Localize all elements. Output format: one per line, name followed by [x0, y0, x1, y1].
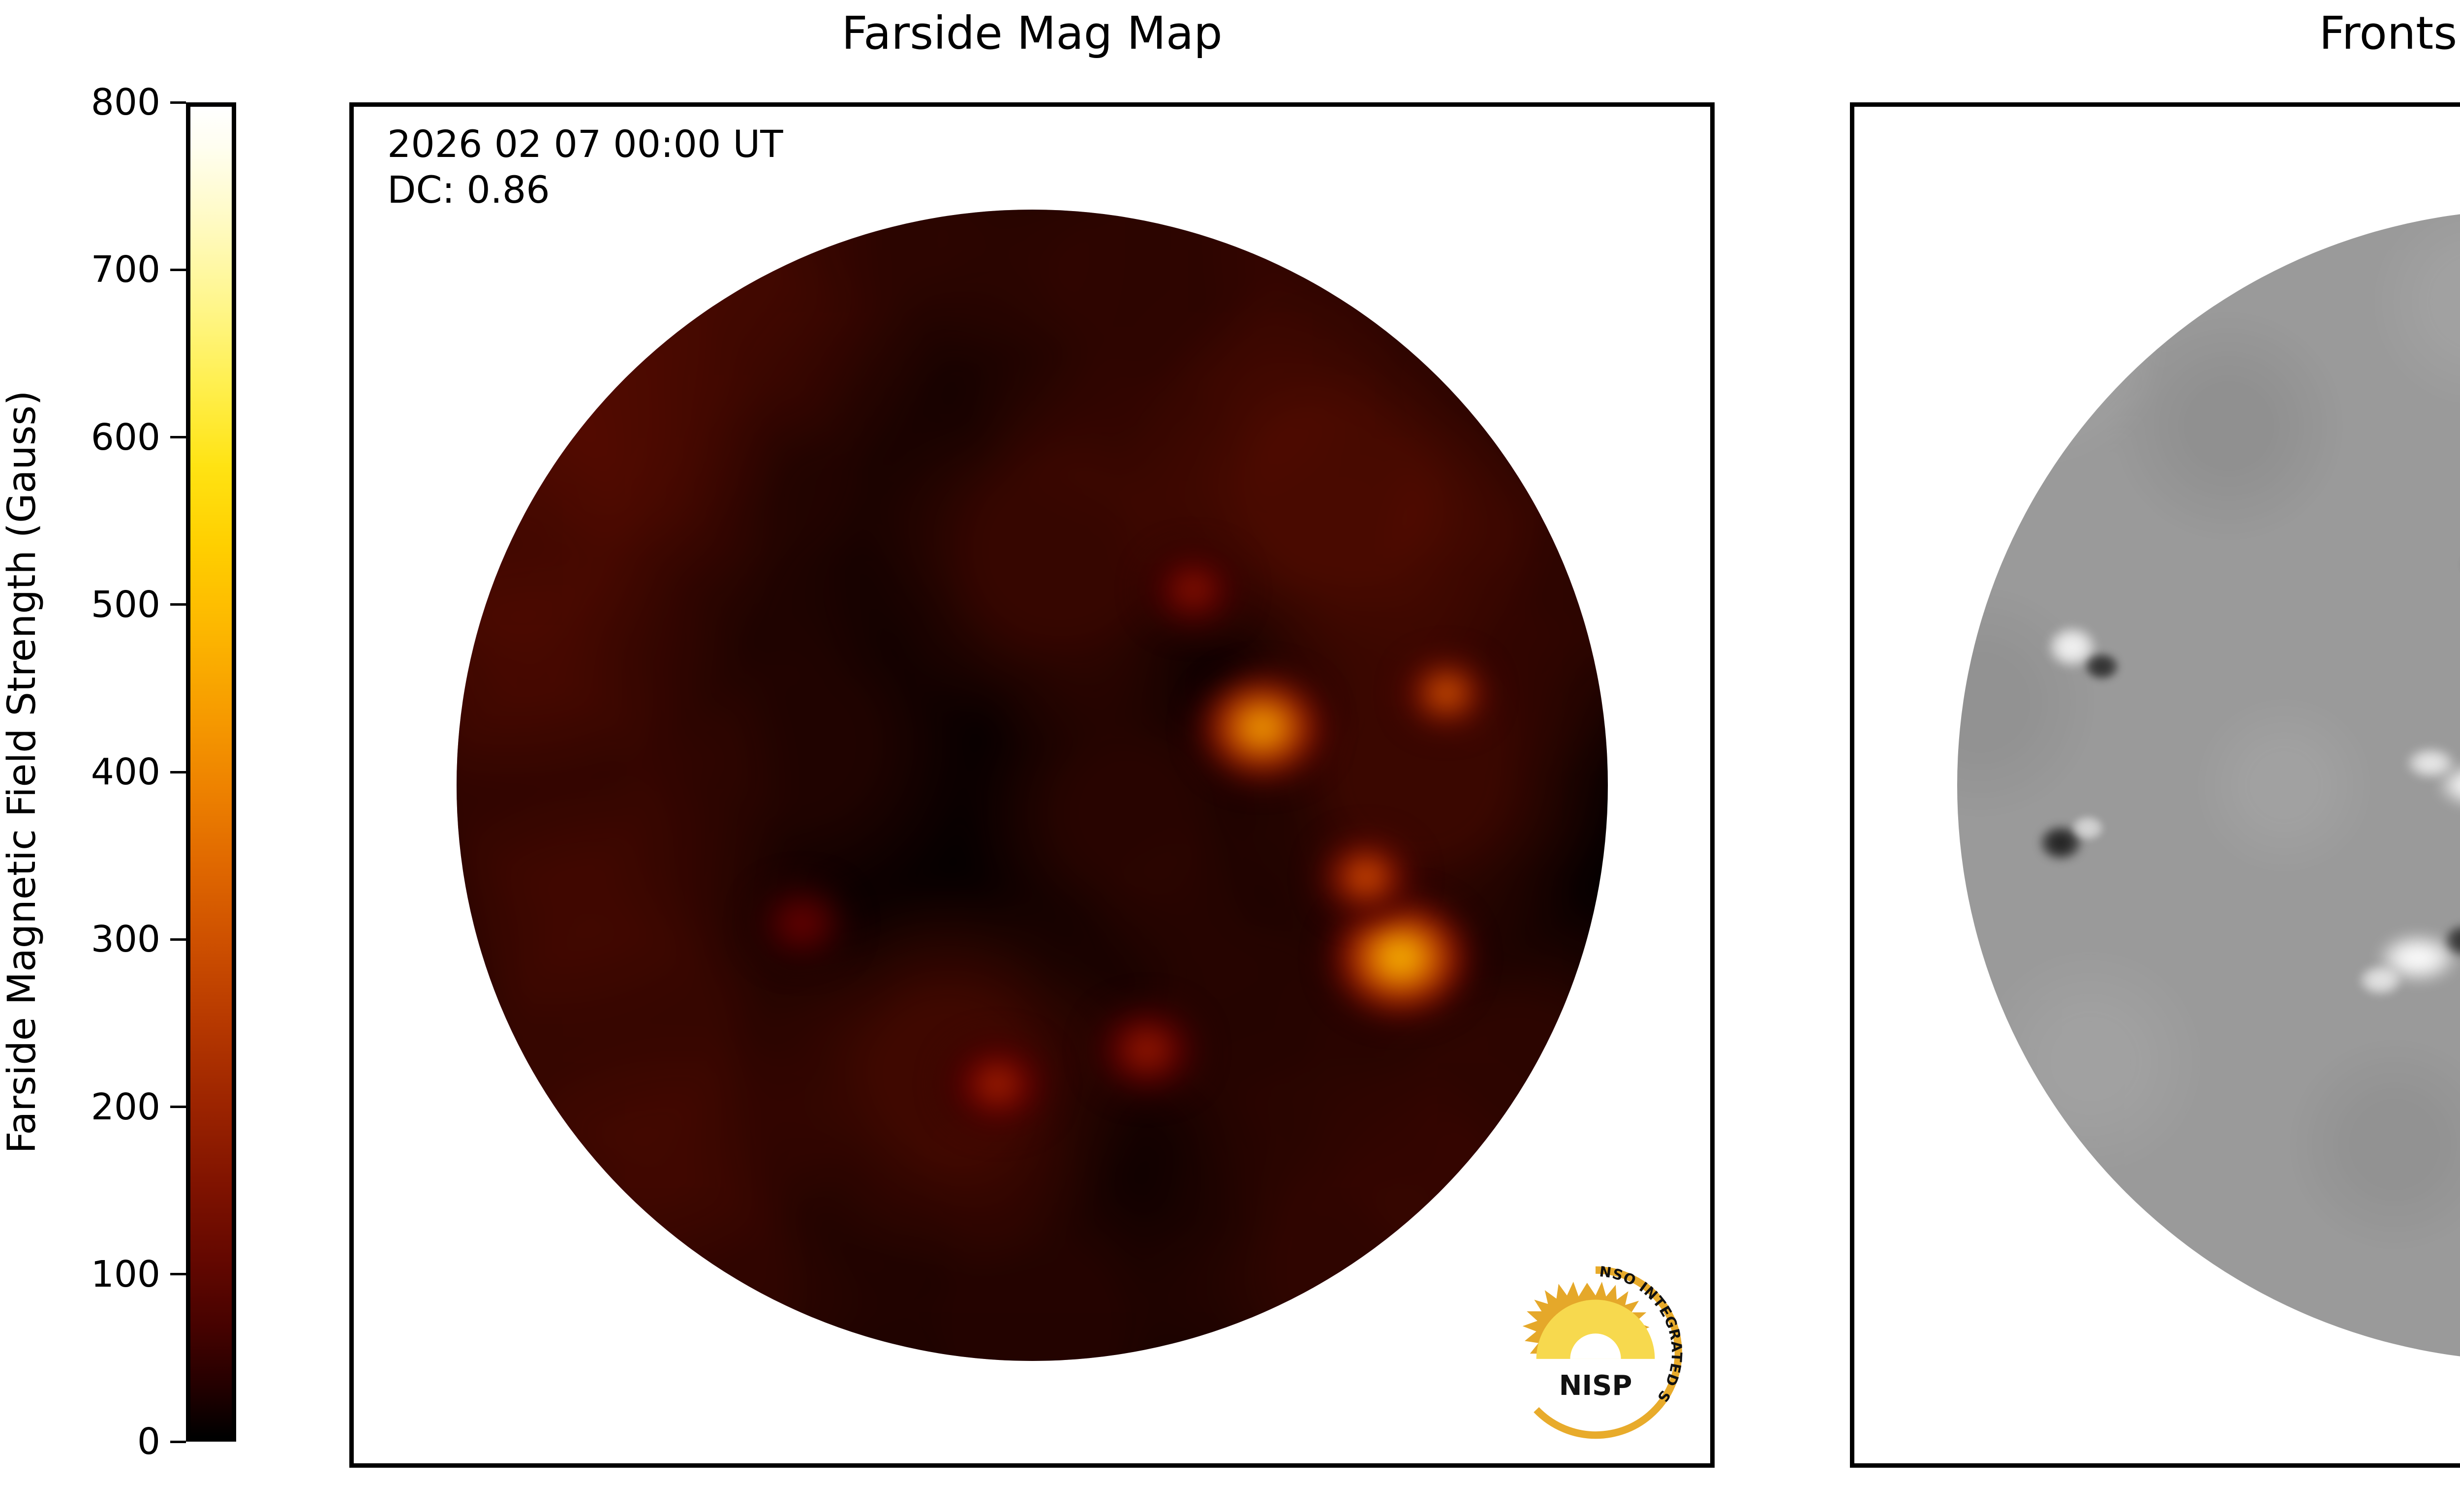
- colorbar-tick: [170, 436, 186, 438]
- panel-title-farside: Farside Mag Map: [841, 7, 1223, 60]
- colorbar-tick: [170, 1273, 186, 1276]
- colorbar-tick: [170, 938, 186, 941]
- farside-magnetic-feature: [1320, 838, 1412, 917]
- farside-magnetic-feature: [1199, 674, 1326, 781]
- svg-text:NISP: NISP: [1559, 1370, 1632, 1402]
- colorbar-tick: [170, 603, 186, 606]
- colorbar-tick-label: 300: [91, 918, 160, 961]
- frontside-solar-disk: [1957, 209, 2460, 1361]
- colorbar-axes: [186, 102, 236, 1442]
- colorbar-tick-label: 100: [91, 1253, 160, 1296]
- colorbar-tick-label: 600: [91, 416, 160, 459]
- colorbar-gradient: [190, 107, 232, 1437]
- panel-frontside[interactable]: NISP NSO INTEGRATED SYNOPTIC PROGRAM: [1850, 102, 2460, 1468]
- colorbar-tick-label: 200: [91, 1085, 160, 1128]
- colorbar-tick-label: 400: [91, 751, 160, 793]
- colorbar-tick-label: 0: [137, 1420, 160, 1463]
- colorbar-tick: [170, 771, 186, 773]
- farside-magnetic-feature: [946, 1040, 1049, 1129]
- colorbar-tick: [170, 1440, 186, 1443]
- colorbar-tick-label: 800: [91, 81, 160, 123]
- farside-solar-disk: [456, 209, 1608, 1361]
- frontside-magnetic-feature: [2071, 815, 2104, 840]
- panel-farside[interactable]: 2026 02 07 00:00 UT DC: 0.86 NISP NSO IN…: [349, 102, 1715, 1468]
- farside-magnetic-feature: [1095, 1006, 1199, 1094]
- farside-annotation: 2026 02 07 00:00 UT DC: 0.86: [387, 122, 783, 212]
- farside-magnetic-feature: [1147, 550, 1239, 629]
- colorbar-tick: [170, 101, 186, 104]
- colorbar-tick: [170, 1106, 186, 1108]
- farside-magnetic-feature: [1331, 899, 1470, 1017]
- frontside-magnetic-feature: [2407, 748, 2454, 778]
- colorbar-tick: [170, 268, 186, 271]
- frontside-magnetic-feature: [2084, 653, 2119, 680]
- colorbar-tick-label: 700: [91, 248, 160, 291]
- colorbar-tick-label: 500: [91, 583, 160, 626]
- frontside-background-texture: [1957, 209, 2460, 1361]
- frontside-magnetic-feature: [2360, 965, 2401, 995]
- farside-magnetic-feature: [755, 884, 848, 962]
- farside-background-texture: [456, 209, 1608, 1361]
- farside-magnetic-feature: [1406, 658, 1487, 727]
- panel-title-frontside: Frontside Mag Map: [2319, 7, 2460, 60]
- nisp-logo-icon: NISP NSO INTEGRATED SYNOPTIC PROGRAM: [1490, 1247, 1685, 1439]
